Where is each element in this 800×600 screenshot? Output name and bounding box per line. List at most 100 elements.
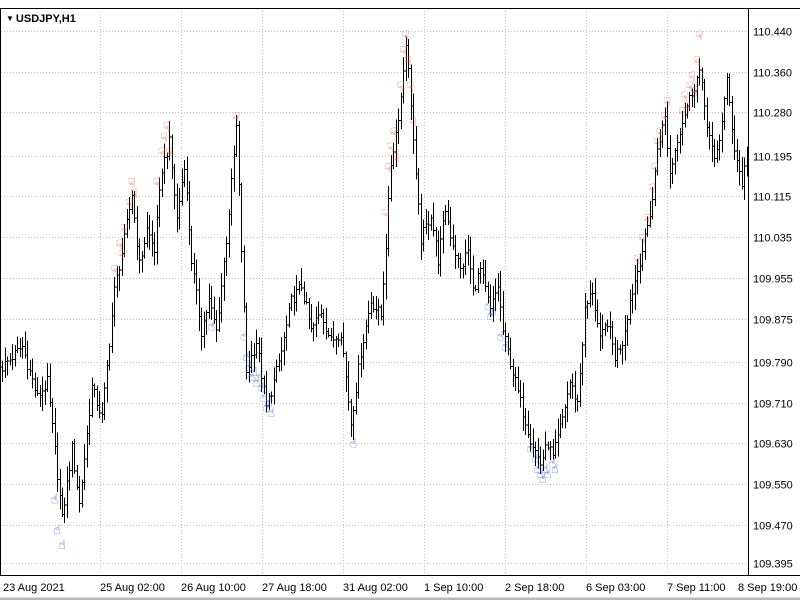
sell-arrow-marker: ☟: [163, 121, 171, 136]
buy-arrow-marker: ☝: [267, 406, 275, 421]
sell-arrow-marker: ☟: [656, 126, 664, 141]
sell-arrow-marker: ☟: [686, 80, 694, 95]
time-axis-label: 25 Aug 02:00: [100, 582, 165, 594]
buy-arrow-marker: ☝: [250, 365, 258, 380]
time-axis-label: 26 Aug 10:00: [181, 582, 246, 594]
sell-arrow-marker: ☟: [160, 131, 168, 146]
buy-arrow-marker: ☝: [541, 462, 549, 477]
sell-arrow-marker: ☟: [653, 136, 661, 151]
sell-arrow-marker: ☟: [407, 80, 415, 95]
price-axis-label: 109.875: [753, 315, 793, 327]
buy-arrow-marker: ☝: [255, 370, 263, 385]
buy-arrow-marker: ☝: [265, 396, 273, 411]
sell-arrow-marker: ☟: [125, 197, 133, 212]
sell-arrow-marker: ☟: [387, 141, 395, 156]
time-axis-label: 31 Aug 02:00: [343, 582, 408, 594]
sell-arrow-marker: ☟: [120, 223, 128, 238]
price-axis-label: 109.790: [753, 358, 793, 370]
buy-arrow-marker: ☝: [486, 309, 494, 324]
sell-arrow-marker: ☟: [232, 111, 240, 126]
sell-arrow-marker: ☟: [695, 29, 703, 44]
price-axis-label: 110.440: [753, 27, 792, 39]
sell-arrow-marker: ☟: [130, 187, 138, 202]
time-axis-label: 23 Aug 2021: [3, 582, 65, 594]
sell-arrow-marker: ☟: [115, 238, 123, 253]
sell-arrow-marker: ☟: [681, 90, 689, 105]
buy-arrow-marker: ☝: [240, 330, 248, 345]
buy-arrow-marker: ☝: [247, 370, 255, 385]
sell-arrow-marker: ☟: [392, 151, 400, 166]
buy-arrow-marker: ☝: [58, 538, 66, 553]
price-axis[interactable]: 110.440 110.360 110.280 110.195 110.115 110.0…: [753, 27, 793, 571]
sell-arrows-layer: ☟☟☟☟☟☟☟☟☟☟☟☟☟☟☟☟☟☟☟☟☟☟☟☟☟☟☟☟☟☟☟☟☟☟☟☟☟☟☟☟…: [110, 29, 703, 278]
price-axis-label: 110.195: [753, 152, 792, 164]
sell-arrow-marker: ☟: [397, 80, 405, 95]
buy-arrow-marker: ☝: [496, 330, 504, 345]
sell-arrow-marker: ☟: [402, 29, 410, 44]
sell-arrow-marker: ☟: [404, 55, 412, 70]
sell-arrow-marker: ☟: [693, 55, 701, 70]
time-axis-label: 2 Sep 18:00: [505, 582, 564, 594]
buy-arrows-layer: ☝☝☝☝☝☝☝☝☝☝☝☝☝☝☝☝☝☝☝☝☝☝☝☝☝☝☝☝☝☝☝: [51, 299, 560, 553]
sell-arrow-marker: ☟: [648, 182, 656, 197]
buy-arrow-marker: ☝: [484, 299, 492, 314]
ohlc-bars: [1, 36, 749, 524]
dropdown-triangle-icon: ▼: [6, 14, 14, 23]
buy-arrow-marker: ☝: [539, 472, 547, 487]
buy-arrow-marker: ☝: [262, 401, 270, 416]
sell-arrow-marker: ☟: [409, 116, 417, 131]
buy-arrow-marker: ☝: [53, 523, 61, 538]
sell-arrow-marker: ☟: [691, 85, 699, 100]
time-axis-label: 1 Sep 10:00: [424, 582, 483, 594]
price-axis-label: 109.550: [753, 480, 793, 492]
sell-arrow-marker: ☟: [683, 100, 691, 115]
price-axis-label: 109.395: [753, 559, 793, 571]
chart-frame: [0, 8, 800, 600]
price-axis-label: 110.360: [753, 68, 792, 80]
price-axis-label: 109.630: [753, 439, 793, 451]
sell-arrow-marker: ☟: [643, 212, 651, 227]
price-axis-label: 110.035: [753, 233, 792, 245]
buy-arrow-marker: ☝: [245, 360, 253, 375]
buy-arrow-marker: ☝: [257, 380, 265, 395]
buy-arrow-marker: ☝: [501, 340, 509, 355]
price-axis-label: 110.115: [753, 192, 791, 204]
price-bars-layer: [1, 36, 749, 524]
sell-arrow-marker: ☟: [638, 233, 646, 248]
buy-arrow-marker: ☝: [549, 457, 557, 472]
sell-arrow-marker: ☟: [389, 126, 397, 141]
sell-arrow-marker: ☟: [110, 263, 118, 278]
time-axis-label: 6 Sep 03:00: [586, 582, 645, 594]
buy-arrow-marker: ☝: [242, 350, 250, 365]
sell-arrow-marker: ☟: [165, 146, 173, 161]
sell-arrow-marker: ☟: [633, 253, 641, 268]
buy-arrow-marker: ☝: [544, 467, 552, 482]
buy-arrow-marker: ☝: [536, 467, 544, 482]
sell-arrow-marker: ☟: [128, 177, 136, 192]
sell-arrow-marker: ☟: [661, 111, 669, 126]
time-axis-label: 8 Sep 19:00: [738, 582, 797, 594]
buy-arrow-marker: ☝: [531, 452, 539, 467]
buy-arrow-marker: ☝: [526, 442, 534, 457]
buy-arrow-marker: ☝: [260, 391, 268, 406]
buy-arrow-marker: ☝: [252, 375, 260, 390]
time-axis-label: 27 Aug 18:00: [262, 582, 327, 594]
sell-arrow-marker: ☟: [153, 177, 161, 192]
sell-arrow-marker: ☟: [399, 44, 407, 59]
symbol-period-label[interactable]: ▼ USDJPY,H1: [6, 13, 76, 25]
sell-arrow-marker: ☟: [158, 146, 166, 161]
buy-arrow-marker: ☝: [349, 436, 357, 451]
price-axis-label: 109.470: [753, 521, 793, 533]
sell-arrow-marker: ☟: [678, 106, 686, 121]
buy-arrow-marker: ☝: [534, 462, 542, 477]
sell-arrow-marker: ☟: [384, 162, 392, 177]
sell-arrow-marker: ☟: [651, 162, 659, 177]
symbol-text: USDJPY,H1: [15, 13, 76, 25]
buy-arrow-marker: ☝: [51, 492, 59, 507]
time-axis[interactable]: 23 Aug 2021 25 Aug 02:00 26 Aug 10:00 27 Au…: [3, 582, 797, 594]
window-bottom-edge: [0, 597, 800, 600]
buy-arrow-marker: ☝: [489, 304, 497, 319]
price-axis-label: 109.955: [753, 274, 793, 286]
